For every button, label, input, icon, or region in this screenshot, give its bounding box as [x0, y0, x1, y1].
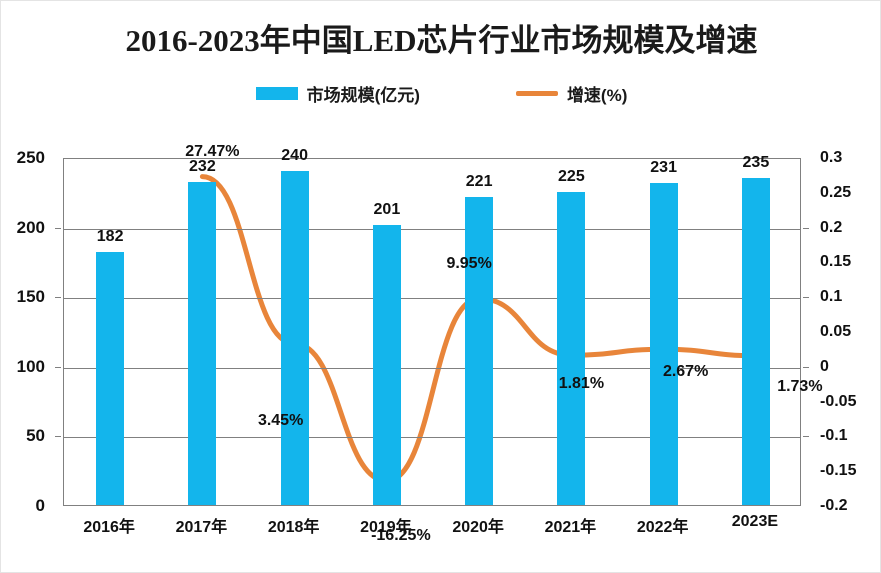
category-axis-tick-label: 2022年: [636, 519, 689, 536]
right-axis-tick-label: -0.1: [820, 427, 848, 445]
growth-rate-label: 1.73%: [777, 377, 823, 395]
category-axis-tick-label: 2017年: [175, 519, 228, 536]
bar[interactable]: [649, 183, 678, 505]
left-value-axis: 0 50 100 150 200 250: [1, 148, 61, 515]
legend-item-label: 增速(%): [566, 86, 628, 105]
gridline: [64, 228, 800, 230]
chart-title: 2016-2023年中国LED芯片行业市场规模及增速: [125, 23, 758, 58]
left-axis-tick-mark: [55, 227, 61, 229]
bar[interactable]: [557, 191, 586, 505]
plot-area: 182 232 240 201 221 225 231 235 27.47% 3.45% -16.2…: [63, 143, 823, 544]
right-axis-tick-label: -0.15: [820, 462, 857, 480]
right-axis-tick-mark: [803, 297, 809, 299]
category-axis: 2016年 2017年 2018年 2019年 2020年 2021年 2022年 2023E: [63, 513, 801, 543]
category-axis-tick-label: 2021年: [544, 519, 597, 536]
growth-rate-label: 27.47%: [185, 142, 240, 160]
gridline: [64, 298, 800, 300]
legend-item-label: 市场规模(亿元): [306, 86, 420, 105]
right-axis-tick-label: 0.25: [820, 183, 852, 201]
bar-value-label: 235: [742, 153, 770, 171]
category-axis-tick-label: 2016年: [83, 519, 135, 536]
right-axis-tick-label: 0.05: [820, 323, 852, 340]
gridline: [64, 367, 800, 369]
right-axis-tick-label: 0.3: [820, 149, 843, 166]
bar[interactable]: [188, 182, 217, 505]
left-axis-tick-mark: [55, 436, 61, 438]
bar-value-label: 221: [465, 173, 493, 191]
category-axis-tick-label: 2023E: [731, 513, 779, 530]
right-axis-tick-label: 0.2: [820, 218, 843, 236]
category-axis-tick-label: 2020年: [452, 519, 504, 536]
category-axis-tick-label: 2018年: [267, 519, 320, 536]
left-axis-tick-label: 250: [16, 148, 45, 167]
growth-rate-label: 9.95%: [446, 254, 492, 272]
bar[interactable]: [280, 170, 309, 505]
growth-rate-label: 1.81%: [558, 375, 605, 393]
left-axis-tick-label: 200: [16, 217, 45, 237]
right-axis-tick-label: -0.05: [820, 392, 857, 410]
bar-value-label: 231: [650, 159, 677, 177]
bar[interactable]: [96, 251, 125, 505]
left-axis-tick-label: 150: [16, 287, 45, 307]
bar[interactable]: [372, 225, 401, 505]
bar[interactable]: [465, 197, 494, 505]
right-value-axis: 0.3 0.25 0.2 0.15 0.1 0.05 0 -0.05 -0.1 -0.15 -0.2: [803, 149, 879, 514]
right-axis-tick-label: -0.2: [820, 497, 848, 514]
left-axis-tick-label: 50: [26, 426, 45, 446]
left-axis-tick-mark: [55, 297, 61, 299]
growth-rate-label: 3.45%: [257, 411, 304, 429]
growth-rate-line-series: [199, 174, 759, 484]
left-axis-tick-label: 100: [16, 356, 45, 376]
chart-legend: 市场规模(亿元) 增速(%): [1, 81, 880, 106]
growth-rate-label: -16.25%: [371, 526, 431, 544]
legend-item-market-size[interactable]: 市场规模(亿元): [255, 81, 420, 106]
left-axis-tick-label: 0: [35, 496, 45, 515]
right-axis-tick-mark: [803, 436, 809, 438]
bar-value-label: 201: [373, 201, 401, 219]
bar-value-label: 182: [96, 227, 124, 245]
right-axis-tick-label: 0: [820, 357, 829, 375]
bar[interactable]: [741, 177, 770, 505]
gridline: [64, 437, 800, 439]
bar-series-swatch-icon: [255, 87, 298, 100]
bar-value-label: 232: [189, 158, 216, 176]
category-axis-tick-label: 2019年: [360, 519, 412, 536]
right-axis-tick-label: 0.15: [820, 253, 852, 271]
right-axis-tick-mark: [803, 227, 809, 229]
legend-item-growth-rate[interactable]: 增速(%): [515, 81, 628, 106]
line-series-swatch-icon: [515, 91, 558, 96]
growth-rate-label: 2.67%: [662, 363, 709, 381]
left-axis-tick-mark: [55, 366, 61, 368]
right-axis-tick-mark: [803, 366, 809, 368]
bar-value-label: 240: [281, 146, 308, 164]
bar-value-label: 225: [558, 167, 585, 185]
right-axis-tick-label: 0.1: [820, 288, 843, 306]
